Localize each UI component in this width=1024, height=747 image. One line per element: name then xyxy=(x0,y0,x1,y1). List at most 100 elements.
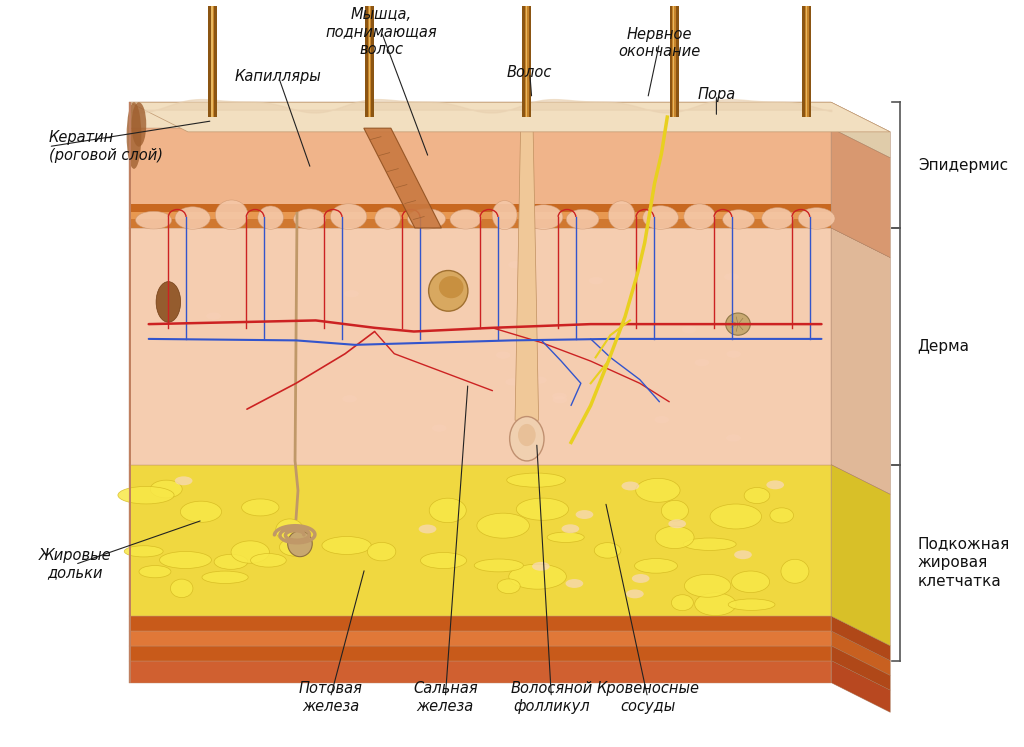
Polygon shape xyxy=(211,0,214,117)
Ellipse shape xyxy=(507,473,565,487)
Text: Волос: Волос xyxy=(507,65,553,80)
Ellipse shape xyxy=(331,340,345,347)
Ellipse shape xyxy=(710,504,762,529)
Polygon shape xyxy=(366,0,374,117)
Text: Пора: Пора xyxy=(697,87,735,102)
Ellipse shape xyxy=(626,589,644,598)
Ellipse shape xyxy=(175,207,210,229)
Polygon shape xyxy=(831,646,890,690)
Polygon shape xyxy=(831,660,890,713)
Ellipse shape xyxy=(493,201,517,229)
Ellipse shape xyxy=(118,486,174,504)
Ellipse shape xyxy=(684,204,716,229)
Ellipse shape xyxy=(655,526,694,548)
Text: Волосяной
фолликул: Волосяной фолликул xyxy=(510,681,593,713)
Ellipse shape xyxy=(432,424,446,432)
Ellipse shape xyxy=(288,531,312,557)
Ellipse shape xyxy=(477,513,529,538)
Ellipse shape xyxy=(206,312,221,320)
Ellipse shape xyxy=(766,480,784,489)
Ellipse shape xyxy=(450,210,481,229)
Ellipse shape xyxy=(156,282,180,322)
Polygon shape xyxy=(129,616,831,631)
Text: Кровеносные
сосуды: Кровеносные сосуды xyxy=(596,681,699,713)
Ellipse shape xyxy=(565,579,584,588)
Text: Эпидермис: Эпидермис xyxy=(918,158,1008,173)
Ellipse shape xyxy=(547,532,585,542)
Ellipse shape xyxy=(439,276,464,298)
Text: Кератин
(роговой слой): Кератин (роговой слой) xyxy=(48,131,163,163)
Ellipse shape xyxy=(170,579,193,598)
Ellipse shape xyxy=(726,313,751,335)
Ellipse shape xyxy=(258,206,284,229)
Text: Дерма: Дерма xyxy=(918,339,970,354)
Polygon shape xyxy=(129,465,831,616)
Ellipse shape xyxy=(728,599,775,610)
Polygon shape xyxy=(369,0,370,117)
Ellipse shape xyxy=(683,538,736,551)
Ellipse shape xyxy=(682,326,696,333)
Text: Мышца,
поднимающая
волос: Мышца, поднимающая волос xyxy=(326,7,437,57)
Ellipse shape xyxy=(726,434,740,441)
Ellipse shape xyxy=(331,204,367,229)
Ellipse shape xyxy=(608,201,635,229)
Ellipse shape xyxy=(419,524,436,533)
Ellipse shape xyxy=(242,499,279,516)
Ellipse shape xyxy=(214,554,248,569)
Ellipse shape xyxy=(684,574,731,598)
Text: Подкожная
жировая
клетчатка: Подкожная жировая клетчатка xyxy=(918,536,1010,589)
Ellipse shape xyxy=(124,546,163,557)
Ellipse shape xyxy=(151,480,182,498)
Ellipse shape xyxy=(518,424,536,446)
Polygon shape xyxy=(831,102,890,158)
Polygon shape xyxy=(129,660,831,683)
Ellipse shape xyxy=(632,574,649,583)
Ellipse shape xyxy=(498,579,520,594)
Ellipse shape xyxy=(160,551,211,568)
Ellipse shape xyxy=(694,359,710,366)
Ellipse shape xyxy=(561,524,580,533)
Ellipse shape xyxy=(636,478,680,502)
Ellipse shape xyxy=(202,571,248,583)
Polygon shape xyxy=(806,0,807,117)
Polygon shape xyxy=(129,211,831,219)
Ellipse shape xyxy=(368,542,396,561)
Ellipse shape xyxy=(781,560,809,583)
Polygon shape xyxy=(129,228,831,465)
Text: Сальная
железа: Сальная железа xyxy=(413,681,477,713)
Ellipse shape xyxy=(694,593,736,616)
Polygon shape xyxy=(831,465,890,646)
Text: Капилляры: Капилляры xyxy=(234,69,322,84)
Polygon shape xyxy=(368,0,372,117)
Polygon shape xyxy=(129,128,831,228)
Polygon shape xyxy=(129,631,831,646)
Ellipse shape xyxy=(135,211,172,229)
Text: Нервное
окончание: Нервное окончание xyxy=(618,27,700,59)
Ellipse shape xyxy=(508,261,523,268)
Polygon shape xyxy=(525,0,528,117)
Ellipse shape xyxy=(180,501,221,522)
Ellipse shape xyxy=(509,564,566,589)
Ellipse shape xyxy=(662,500,688,521)
Ellipse shape xyxy=(724,273,739,281)
Ellipse shape xyxy=(510,417,544,461)
Ellipse shape xyxy=(294,209,326,229)
Ellipse shape xyxy=(762,208,794,229)
Ellipse shape xyxy=(532,376,547,384)
Ellipse shape xyxy=(429,270,468,311)
Polygon shape xyxy=(831,616,890,660)
Polygon shape xyxy=(522,0,531,117)
Ellipse shape xyxy=(429,498,466,523)
Polygon shape xyxy=(515,110,539,421)
Polygon shape xyxy=(211,0,213,117)
Polygon shape xyxy=(129,102,890,132)
Ellipse shape xyxy=(408,208,445,229)
Ellipse shape xyxy=(552,393,567,400)
Ellipse shape xyxy=(524,205,563,229)
Ellipse shape xyxy=(139,565,171,577)
Polygon shape xyxy=(129,219,831,228)
Ellipse shape xyxy=(672,595,693,610)
Ellipse shape xyxy=(723,210,755,229)
Ellipse shape xyxy=(530,427,546,435)
Polygon shape xyxy=(208,0,217,117)
